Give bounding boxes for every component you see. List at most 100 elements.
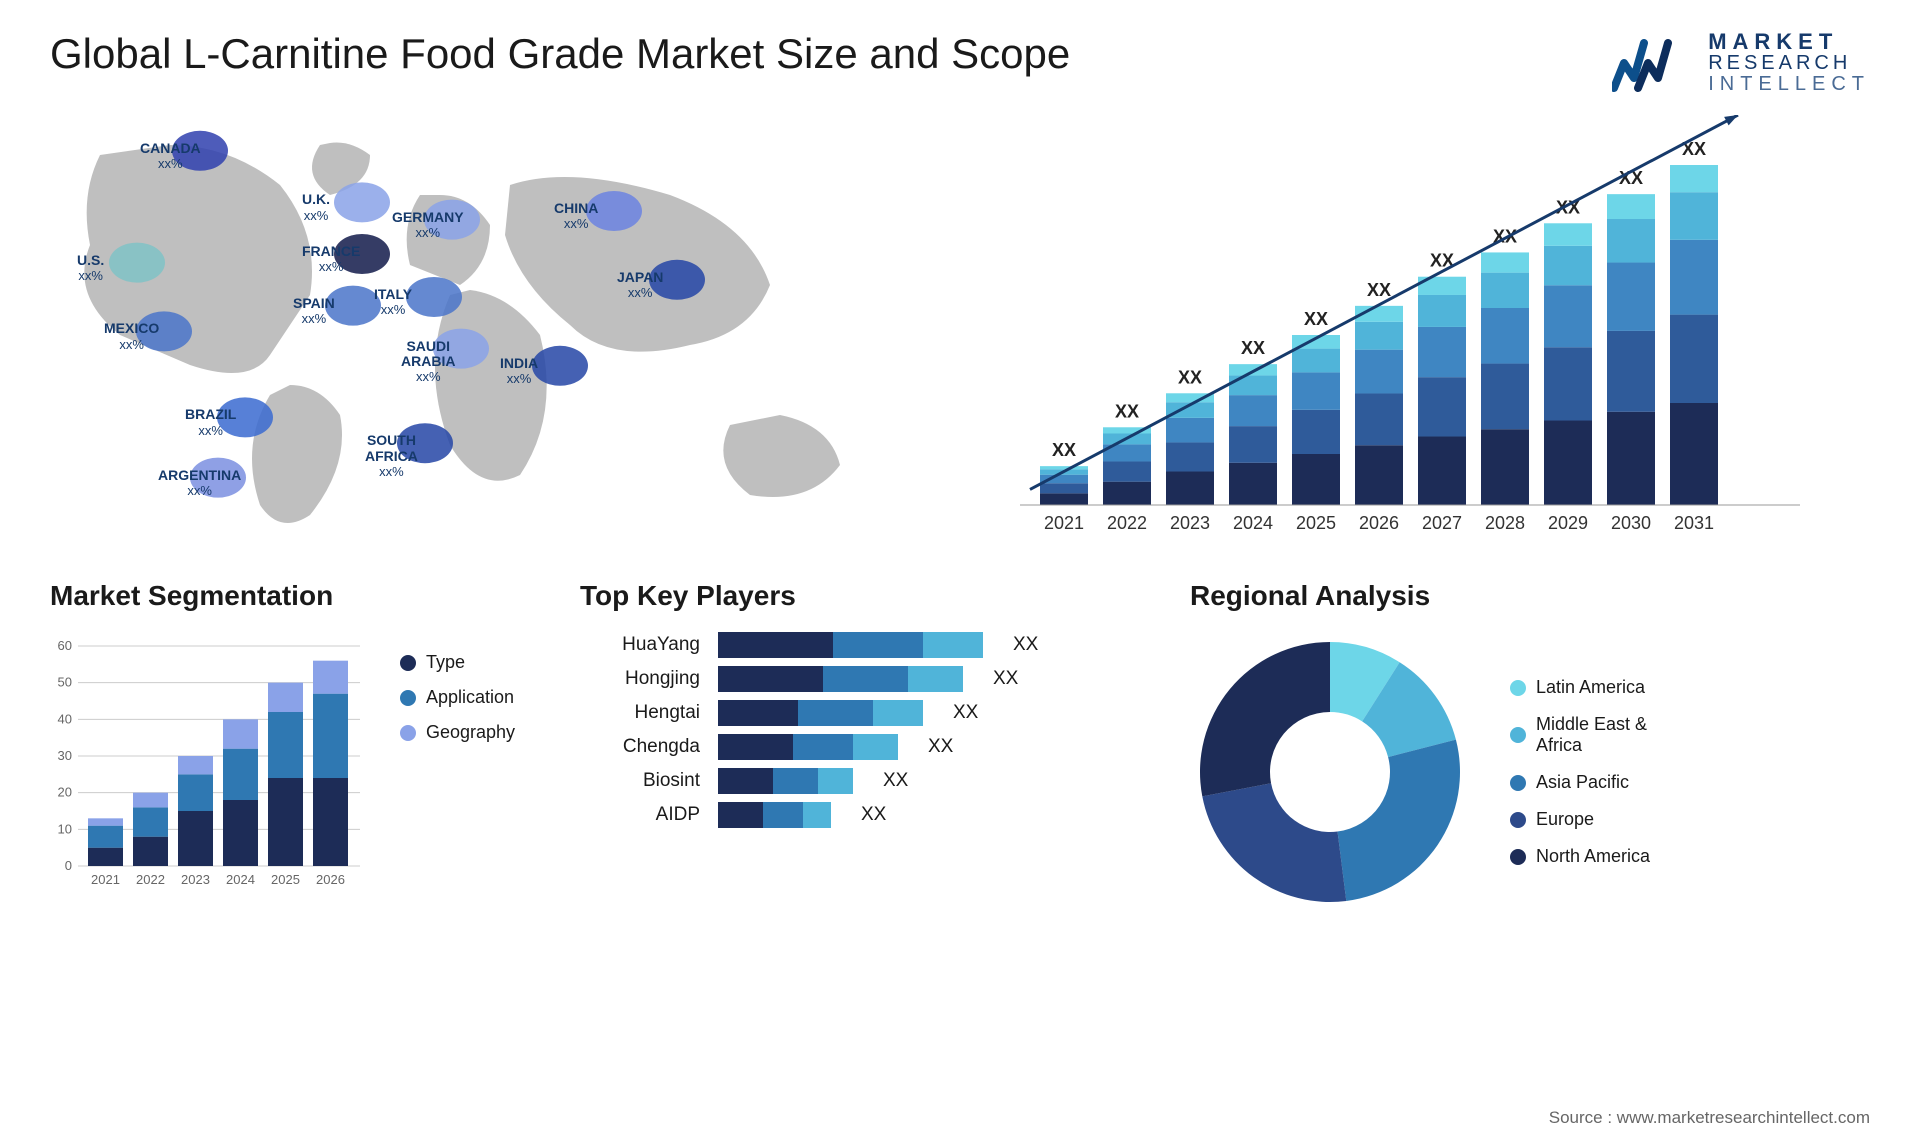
regional-legend-item: Middle East &Africa bbox=[1510, 714, 1650, 756]
svg-text:50: 50 bbox=[58, 675, 72, 690]
swatch-icon bbox=[1510, 812, 1526, 828]
key-player-bar-segment bbox=[718, 734, 793, 760]
key-player-name: Hengtai bbox=[580, 702, 700, 724]
legend-label: Europe bbox=[1536, 809, 1594, 830]
key-player-bar-segment bbox=[908, 666, 963, 692]
key-players-chart: HuaYangXXHongjingXXHengtaiXXChengdaXXBio… bbox=[580, 632, 1140, 828]
map-country-label: ITALYxx% bbox=[374, 287, 412, 318]
svg-text:30: 30 bbox=[58, 748, 72, 763]
key-player-row: Hongjing XX bbox=[580, 666, 1140, 692]
key-player-value: XX bbox=[928, 736, 953, 758]
key-player-value: XX bbox=[993, 668, 1018, 690]
key-player-name: Biosint bbox=[580, 770, 700, 792]
svg-text:40: 40 bbox=[58, 711, 72, 726]
svg-text:2026: 2026 bbox=[1359, 513, 1399, 533]
brand-line3: INTELLECT bbox=[1708, 74, 1870, 95]
map-country-label: INDIAxx% bbox=[500, 356, 538, 387]
svg-text:20: 20 bbox=[58, 785, 72, 800]
swatch-icon bbox=[400, 655, 416, 671]
segmentation-legend: Type Application Geography bbox=[400, 652, 515, 743]
regional-legend-item: Asia Pacific bbox=[1510, 772, 1650, 793]
legend-label: Geography bbox=[426, 722, 515, 743]
key-player-bar-segment bbox=[718, 700, 798, 726]
key-player-bar-segment bbox=[718, 768, 773, 794]
regional-panel: Regional Analysis Latin America Middle Ea… bbox=[1190, 580, 1870, 912]
key-player-bar-segment bbox=[803, 802, 831, 828]
regional-legend-item: Latin America bbox=[1510, 677, 1650, 698]
regional-title: Regional Analysis bbox=[1190, 580, 1870, 612]
swatch-icon bbox=[1510, 680, 1526, 696]
svg-text:XX: XX bbox=[1115, 401, 1139, 421]
segmentation-legend-item: Geography bbox=[400, 722, 515, 743]
map-country-label: GERMANYxx% bbox=[392, 210, 464, 241]
brand-logo: MARKET RESEARCH INTELLECT bbox=[1612, 30, 1870, 95]
page-title: Global L-Carnitine Food Grade Market Siz… bbox=[50, 30, 1070, 78]
legend-label: Middle East &Africa bbox=[1536, 714, 1647, 756]
brand-logo-icon bbox=[1612, 33, 1692, 93]
regional-donut bbox=[1190, 632, 1470, 912]
map-country-label: ARGENTINAxx% bbox=[158, 468, 241, 499]
legend-label: North America bbox=[1536, 846, 1650, 867]
main-size-chart-svg: 2021XX2022XX2023XX2024XX2025XX2026XX2027… bbox=[990, 115, 1810, 545]
key-player-value: XX bbox=[883, 770, 908, 792]
swatch-icon bbox=[1510, 849, 1526, 865]
key-player-bar-segment bbox=[833, 632, 923, 658]
legend-label: Latin America bbox=[1536, 677, 1645, 698]
map-country-label: FRANCExx% bbox=[302, 244, 360, 275]
segmentation-title: Market Segmentation bbox=[50, 580, 530, 612]
key-player-value: XX bbox=[1013, 634, 1038, 656]
key-player-name: Hongjing bbox=[580, 668, 700, 690]
key-player-name: Chengda bbox=[580, 736, 700, 758]
svg-text:2021: 2021 bbox=[1044, 513, 1084, 533]
key-player-row: AIDPXX bbox=[580, 802, 1140, 828]
world-map: CANADAxx%U.S.xx%MEXICOxx%BRAZILxx%ARGENT… bbox=[50, 115, 950, 545]
svg-text:2022: 2022 bbox=[136, 872, 165, 887]
segmentation-legend-item: Type bbox=[400, 652, 515, 673]
regional-legend-item: Europe bbox=[1510, 809, 1650, 830]
svg-text:60: 60 bbox=[58, 638, 72, 653]
key-player-value: XX bbox=[953, 702, 978, 724]
key-player-bar-segment bbox=[923, 632, 983, 658]
key-player-bar-segment bbox=[798, 700, 873, 726]
svg-text:2025: 2025 bbox=[1296, 513, 1336, 533]
svg-text:10: 10 bbox=[58, 821, 72, 836]
svg-text:2030: 2030 bbox=[1611, 513, 1651, 533]
legend-label: Application bbox=[426, 687, 514, 708]
legend-label: Asia Pacific bbox=[1536, 772, 1629, 793]
key-player-row: Biosint XX bbox=[580, 768, 1140, 794]
swatch-icon bbox=[1510, 727, 1526, 743]
svg-text:2023: 2023 bbox=[181, 872, 210, 887]
swatch-icon bbox=[1510, 775, 1526, 791]
main-size-chart: 2021XX2022XX2023XX2024XX2025XX2026XX2027… bbox=[990, 115, 1870, 545]
key-player-row: HuaYangXX bbox=[580, 632, 1140, 658]
key-player-bar-segment bbox=[718, 632, 833, 658]
key-player-bar bbox=[718, 734, 898, 760]
map-country-label: SPAINxx% bbox=[293, 296, 335, 327]
svg-text:2028: 2028 bbox=[1485, 513, 1525, 533]
key-player-bar-segment bbox=[853, 734, 898, 760]
legend-label: Type bbox=[426, 652, 465, 673]
key-player-bar-segment bbox=[763, 802, 803, 828]
map-country-label: JAPANxx% bbox=[617, 270, 663, 301]
key-player-bar-segment bbox=[793, 734, 853, 760]
map-country-label: SAUDIARABIAxx% bbox=[401, 339, 455, 385]
svg-text:2029: 2029 bbox=[1548, 513, 1588, 533]
key-player-bar-segment bbox=[873, 700, 923, 726]
key-player-bar-segment bbox=[823, 666, 908, 692]
key-players-title: Top Key Players bbox=[580, 580, 1140, 612]
svg-text:2026: 2026 bbox=[316, 872, 345, 887]
svg-text:XX: XX bbox=[1178, 367, 1202, 387]
key-player-bar bbox=[718, 666, 963, 692]
map-country-label: MEXICOxx% bbox=[104, 321, 159, 352]
key-player-bar bbox=[718, 632, 983, 658]
key-players-panel: Top Key Players HuaYangXXHongjingXXHengt… bbox=[580, 580, 1140, 912]
key-player-row: Hengtai XX bbox=[580, 700, 1140, 726]
key-player-bar-segment bbox=[818, 768, 853, 794]
key-player-bar-segment bbox=[718, 666, 823, 692]
map-country-label: BRAZILxx% bbox=[185, 407, 236, 438]
segmentation-chart: 0102030405060202120222023202420252026 bbox=[50, 632, 370, 892]
source-footer: Source : www.marketresearchintellect.com bbox=[1549, 1108, 1870, 1128]
map-country-label: U.K.xx% bbox=[302, 192, 330, 223]
key-player-name: AIDP bbox=[580, 804, 700, 826]
svg-text:2025: 2025 bbox=[271, 872, 300, 887]
